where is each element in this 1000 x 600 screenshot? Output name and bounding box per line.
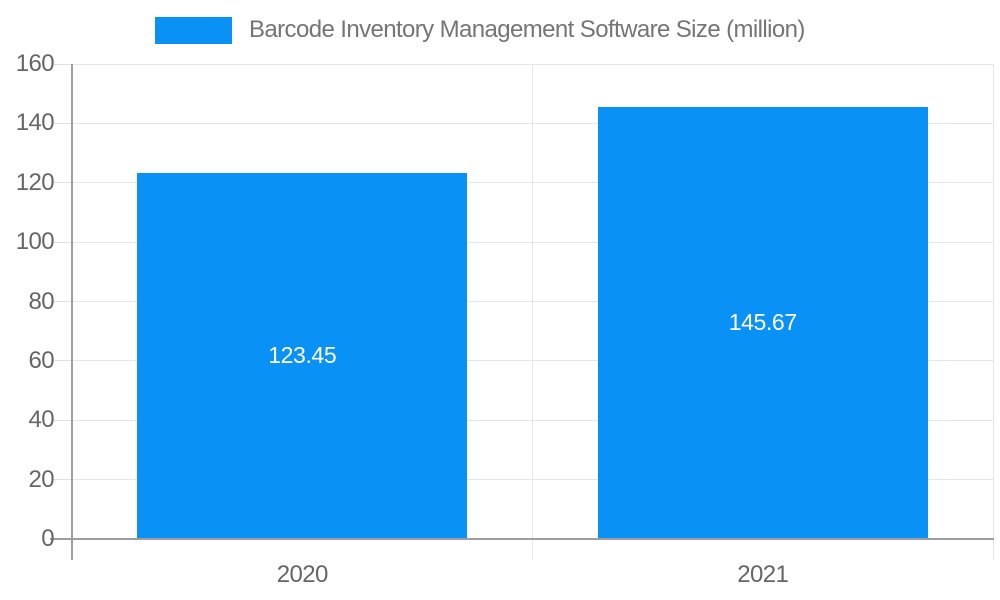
y-axis-tick-label: 80 bbox=[28, 287, 55, 315]
legend-swatch-icon bbox=[155, 16, 232, 44]
x-axis-tick-label: 2020 bbox=[276, 561, 329, 588]
y-axis-tick bbox=[54, 182, 72, 184]
bar-value-label: 123.45 bbox=[268, 342, 337, 369]
y-axis-tick-label: 40 bbox=[28, 406, 55, 434]
y-axis-tick bbox=[54, 360, 72, 362]
x-axis-tick-label: 2021 bbox=[737, 561, 789, 588]
y-axis-tick-label: 120 bbox=[15, 168, 55, 196]
category-separator-gridline bbox=[992, 64, 994, 560]
category-separator-gridline bbox=[532, 64, 533, 560]
y-axis-tick-label: 0 bbox=[41, 525, 54, 552]
y-axis-line bbox=[71, 64, 73, 560]
x-axis-line bbox=[50, 538, 994, 540]
y-axis-tick bbox=[54, 419, 72, 421]
bar-value-label: 145.67 bbox=[728, 309, 797, 336]
y-axis-tick bbox=[54, 122, 72, 124]
y-axis-tick-label: 60 bbox=[28, 346, 55, 374]
legend-label: Barcode Inventory Management Software Si… bbox=[249, 16, 805, 43]
y-axis-tick-label: 160 bbox=[15, 50, 55, 77]
y-axis-tick bbox=[54, 241, 72, 243]
y-axis-tick-label: 20 bbox=[28, 465, 55, 493]
y-axis-tick-label: 140 bbox=[15, 109, 55, 137]
y-axis-tick bbox=[54, 63, 72, 65]
legend[interactable]: Barcode Inventory Management Software Si… bbox=[155, 14, 805, 46]
y-axis-tick-label: 100 bbox=[15, 228, 55, 256]
y-axis-tick bbox=[54, 301, 72, 302]
bar-2020[interactable]: 123.45 bbox=[137, 172, 468, 539]
y-axis-tick bbox=[54, 479, 72, 481]
bar-2021[interactable]: 145.67 bbox=[597, 106, 928, 539]
